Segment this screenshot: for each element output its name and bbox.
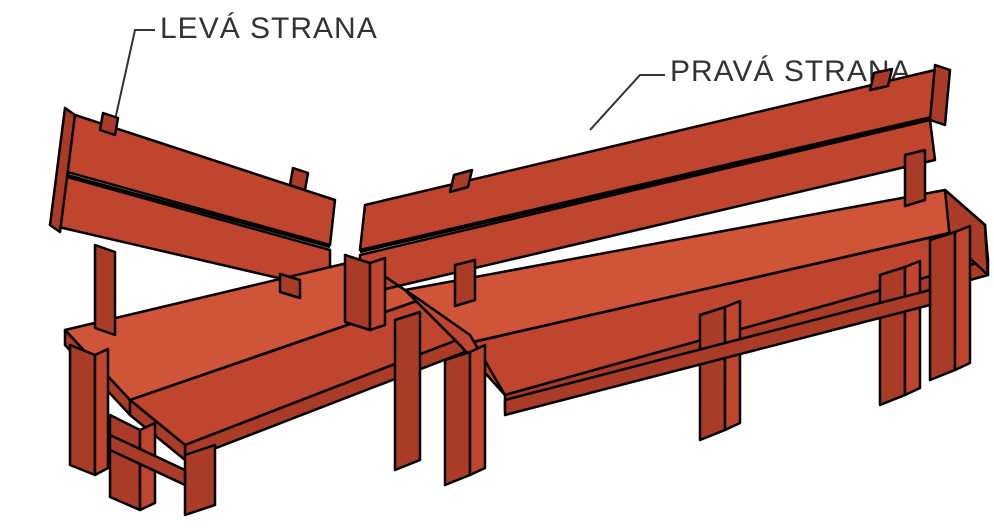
diagram-container: LEVÁ STRANA PRAVÁ STRANA [0, 0, 994, 532]
bench-illustration [0, 0, 994, 532]
